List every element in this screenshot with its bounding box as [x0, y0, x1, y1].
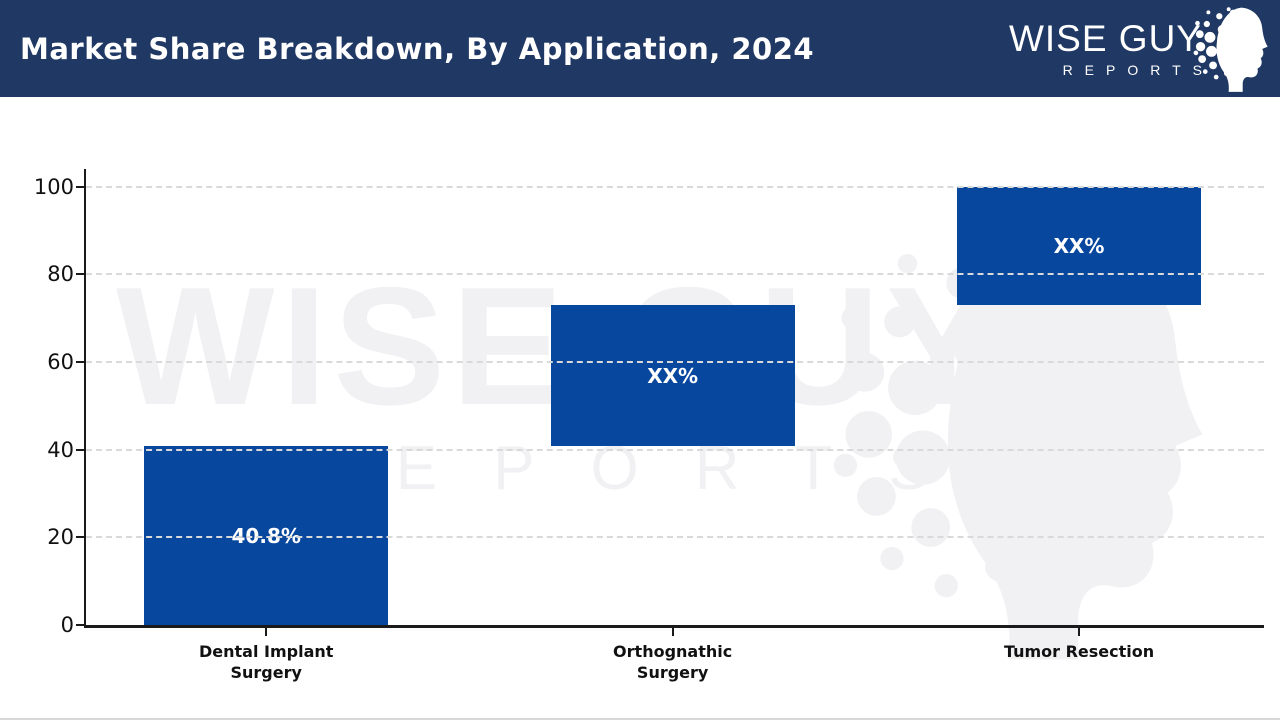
- y-tick-label: 100: [33, 174, 74, 199]
- y-tick-mark: [76, 536, 84, 539]
- x-tick-mark: [1078, 628, 1081, 636]
- y-tick-label: 20: [47, 525, 74, 550]
- wiseguy-logo: WISE GUY REPORTS: [1009, 6, 1270, 92]
- bar-segment: 40.8%: [144, 446, 389, 625]
- bar-segment: XX%: [550, 304, 795, 447]
- y-tick-label: 80: [47, 262, 74, 287]
- y-tick-mark: [76, 624, 84, 626]
- bar-value-label: XX%: [1053, 233, 1105, 258]
- bar-segment: XX%: [957, 186, 1201, 305]
- y-tick-mark: [76, 360, 84, 363]
- x-axis-label: Orthognathic Surgery: [613, 642, 733, 682]
- y-tick-label: 60: [47, 349, 74, 374]
- x-tick-mark: [265, 628, 268, 636]
- gridline-y-60: [86, 360, 1264, 363]
- x-axis-label: Dental Implant Surgery: [199, 642, 334, 682]
- y-tick-label: 0: [60, 613, 74, 637]
- bar-value-label: XX%: [647, 363, 699, 388]
- x-tick-mark: [671, 628, 674, 636]
- chart-title: Market Share Breakdown, By Application, …: [20, 31, 815, 66]
- gridline-y-40: [86, 448, 1264, 451]
- y-tick-mark: [76, 185, 84, 188]
- logo-subtext: REPORTS: [1062, 61, 1214, 78]
- plot-area: 0 20 40 60 80 100 40.8% Dental Implant Surgery X…: [34, 169, 1264, 682]
- bar-value-label: 40.8%: [231, 523, 301, 548]
- gridline-y-100: [86, 185, 1264, 188]
- gridline-y-80: [86, 273, 1264, 276]
- x-axis-label: Tumor Resection: [1003, 642, 1155, 661]
- gridline-y-20: [86, 536, 1264, 539]
- logo-text: WISE GUY REPORTS: [1009, 20, 1202, 78]
- logo-wordmark: WISE GUY: [1008, 17, 1202, 59]
- y-tick-label: 40: [47, 437, 74, 462]
- y-tick-mark: [76, 448, 84, 451]
- wiseguy-face-icon: [1192, 6, 1270, 92]
- header-bar: Market Share Breakdown, By Application, …: [0, 0, 1280, 97]
- y-tick-mark: [76, 273, 84, 276]
